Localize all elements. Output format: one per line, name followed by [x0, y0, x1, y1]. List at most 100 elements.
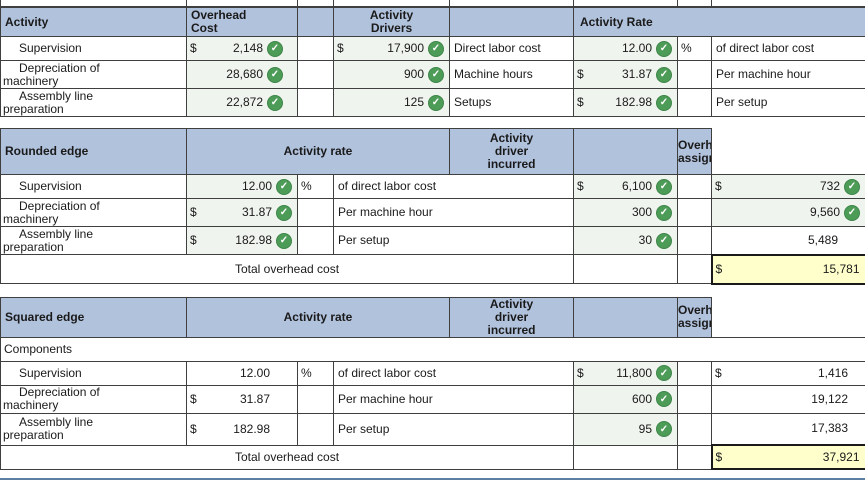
rate-unit-label: of direct labor cost [710, 36, 865, 61]
rate-unit-label: Per machine hour [333, 384, 574, 414]
overhead-assigned-input[interactable]: $1,416 [711, 360, 865, 386]
percent-label [677, 88, 712, 117]
header-spacer [573, 128, 678, 175]
check-icon: ✓ [276, 232, 292, 249]
activity-driver-input[interactable]: $17,900 ✓ [333, 36, 450, 61]
spacer-cell [573, 254, 678, 284]
table-row: Depreciation of machinery 28,680 ✓ 900 ✓ M… [0, 60, 865, 89]
activity-rate-input[interactable]: $182.98 [186, 412, 298, 446]
table-row: Supervision 12.00 ✓ % of direct labor cos… [0, 174, 865, 199]
rate-unit-label: Per setup [333, 226, 574, 255]
column-header-activity: Activity [0, 7, 187, 37]
activity-rate-input[interactable]: $182.98 ✓ [186, 226, 298, 255]
activity-label: Supervision [0, 174, 187, 199]
total-overhead-cost-value: $37,921 [710, 444, 865, 470]
total-overhead-cost-label: Total overhead cost [0, 254, 574, 284]
activity-driver-input[interactable]: 900 ✓ [333, 60, 450, 89]
activity-rate-input[interactable]: 12.00 [186, 360, 298, 386]
activity-label: Assembly line preparation [0, 412, 187, 446]
header-spacer [297, 7, 334, 37]
overhead-assigned-input[interactable]: 19,122 [711, 384, 865, 414]
table-row: Assembly line preparation 22,872 ✓ 125 ✓ S… [0, 88, 865, 117]
driver-incurred-input[interactable]: 600 ✓ [573, 384, 678, 414]
activity-driver-input[interactable]: 125 ✓ [333, 88, 450, 117]
column-header-overhead-cost: Overhead Cost [186, 7, 298, 37]
table-row: Supervision 12.00 % of direct labor cost… [0, 360, 865, 386]
table-row: Depreciation of machinery $31.87 Per mac… [0, 384, 865, 414]
table-gap [0, 117, 865, 128]
overhead-assigned-input[interactable]: $732 ✓ [711, 174, 865, 199]
check-icon: ✓ [656, 391, 672, 407]
percent-label [297, 412, 334, 446]
percent-label: % [297, 360, 334, 386]
activity-label: Depreciation of machinery [0, 384, 187, 414]
activity-rate-input[interactable]: $182.98 ✓ [573, 88, 678, 117]
check-icon: ✓ [844, 178, 860, 195]
total-row: Total overhead cost $37,921 [0, 444, 865, 470]
spacer-cell [677, 254, 712, 284]
check-icon: ✓ [267, 40, 283, 57]
column-header-activity-rate: Activity rate [186, 296, 450, 338]
check-icon: ✓ [656, 66, 672, 83]
check-icon: ✓ [428, 66, 444, 83]
table-row: Assembly line preparation $182.98 Per se… [0, 412, 865, 446]
check-icon: ✓ [656, 232, 672, 249]
table-row: Supervision $2,148 ✓ $17,900 ✓ Direct labo… [0, 36, 865, 61]
overhead-cost-input[interactable]: 28,680 ✓ [186, 60, 298, 89]
overhead-assigned-input[interactable]: 9,560 ✓ [711, 198, 865, 227]
clipped-row-above [0, 0, 865, 7]
check-icon: ✓ [656, 178, 672, 195]
rounded-edge-table: Rounded edge Activity rate Activity driv… [0, 128, 865, 285]
check-icon: ✓ [656, 204, 672, 221]
activity-rate-input[interactable]: $31.87 [186, 384, 298, 414]
column-header-activity-rate: Activity Rate [572, 7, 865, 37]
activity-rate-input[interactable]: $31.87 ✓ [186, 198, 298, 227]
section-title-rounded-edge: Rounded edge [0, 128, 187, 175]
percent-label: % [677, 36, 712, 61]
spacer-cell [677, 412, 712, 446]
table-row: Depreciation of machinery $31.87 ✓ Per ma… [0, 198, 865, 227]
overhead-assigned-input[interactable]: 5,489 [711, 226, 865, 255]
overhead-cost-input[interactable]: 22,872 ✓ [186, 88, 298, 117]
column-header-overhead-assigned: Overhead assigned [677, 128, 712, 175]
check-icon: ✓ [656, 94, 672, 111]
driver-incurred-input[interactable]: 95 ✓ [573, 412, 678, 446]
driver-incurred-input[interactable]: 300 ✓ [573, 198, 678, 227]
activity-rate-input[interactable]: $31.87 ✓ [573, 60, 678, 89]
percent-label [297, 198, 334, 227]
driver-incurred-input[interactable]: 30 ✓ [573, 226, 678, 255]
spacer-cell [677, 360, 712, 386]
squared-edge-table: Squared edge Activity rate Activity driv… [0, 296, 865, 470]
next-section-header-edge [0, 478, 865, 480]
check-icon: ✓ [428, 40, 444, 57]
activity-label: Assembly line preparation [0, 226, 187, 255]
driver-incurred-input[interactable]: $6,100 ✓ [573, 174, 678, 199]
driver-incurred-input[interactable]: $11,800 ✓ [573, 360, 678, 386]
rate-unit-label: of direct labor cost [333, 174, 574, 199]
overhead-cost-input[interactable]: $2,148 ✓ [186, 36, 298, 61]
driver-name-label: Direct labor cost [449, 36, 574, 61]
subsection-row: Components [0, 336, 865, 362]
check-icon: ✓ [267, 94, 283, 111]
column-header-driver-incurred: Activity driver incurred [449, 296, 574, 338]
check-icon: ✓ [656, 40, 672, 57]
spacer-cell [677, 174, 712, 199]
activity-rate-input[interactable]: 12.00 ✓ [573, 36, 678, 61]
percent-label: % [297, 174, 334, 199]
activity-rate-input[interactable]: 12.00 ✓ [186, 174, 298, 199]
subsection-label-components: Components [0, 336, 865, 362]
check-icon: ✓ [844, 204, 860, 221]
activity-label: Depreciation of machinery [0, 198, 187, 227]
activity-rate-table: Activity Overhead Cost Activity Drivers … [0, 7, 865, 117]
header-spacer [573, 296, 678, 338]
overhead-assigned-input[interactable]: 17,383 [711, 412, 865, 446]
driver-name-label: Setups [449, 88, 574, 117]
table-row: Assembly line preparation $182.98 ✓ Per s… [0, 226, 865, 255]
column-header-activity-drivers: Activity Drivers [333, 7, 450, 37]
spacer-cell [677, 384, 712, 414]
spacer-cell [677, 226, 712, 255]
percent-label [297, 384, 334, 414]
spacer-cell [297, 88, 334, 117]
activity-label: Assembly line preparation [0, 88, 187, 117]
spacer-cell [573, 444, 678, 470]
